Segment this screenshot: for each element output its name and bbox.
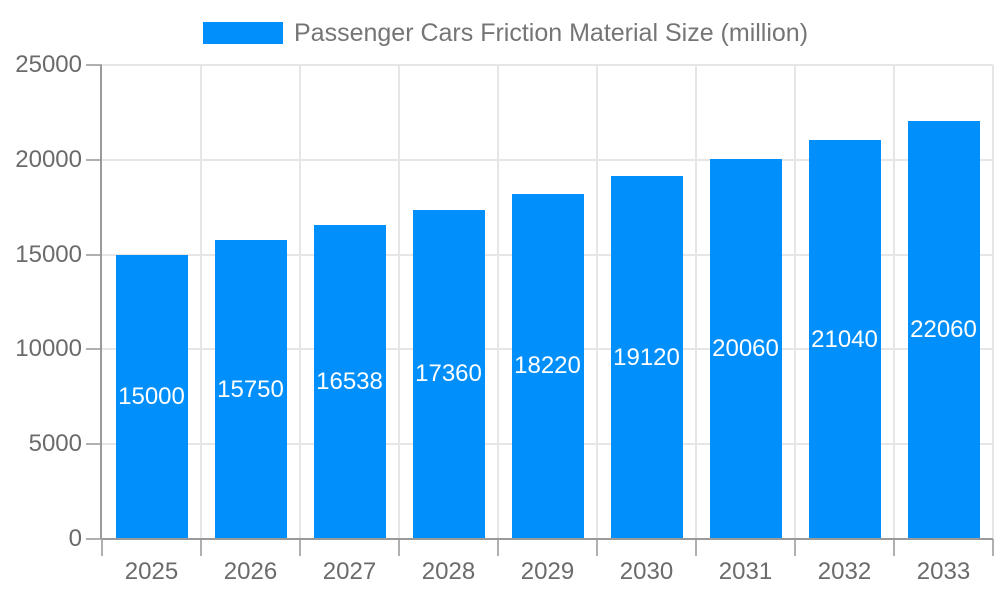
x-axis-tick: [695, 539, 697, 556]
chart-legend[interactable]: Passenger Cars Friction Material Size (m…: [203, 20, 808, 46]
bar-value-label: 22060: [910, 315, 977, 343]
x-axis-label: 2031: [718, 558, 773, 585]
bar-value-label: 15750: [217, 375, 284, 403]
bar-2026[interactable]: [214, 240, 287, 539]
y-axis-label: 10000: [15, 335, 82, 363]
x-gridline: [497, 65, 499, 539]
bar-2030[interactable]: [610, 176, 683, 539]
x-axis-label: 2027: [322, 558, 377, 585]
y-axis-tick: [86, 443, 102, 446]
x-gridline: [398, 65, 400, 539]
bar-value-label: 20060: [712, 334, 779, 362]
x-gridline: [794, 65, 796, 539]
plot-area: 0 5000 10000 15000 20000 25000 2025 2026 2027 202…: [15, 51, 994, 585]
x-axis-label: 2025: [124, 558, 179, 585]
legend-label: Passenger Cars Friction Material Size (m…: [294, 19, 809, 47]
bar-value-label: 18220: [514, 352, 581, 380]
x-axis-tick: [101, 539, 103, 556]
y-axis-label: 20000: [15, 145, 82, 173]
y-axis-tick: [86, 64, 102, 66]
bar-2032[interactable]: [808, 140, 881, 539]
legend-swatch: [203, 22, 283, 44]
y-gridline: [102, 64, 993, 66]
x-axis-label: 2029: [520, 558, 575, 585]
x-axis-tick: [497, 539, 499, 556]
bar-value-label: 19120: [613, 343, 680, 371]
bar-2025[interactable]: [115, 254, 188, 539]
x-gridline: [992, 65, 994, 539]
bar-2033[interactable]: [907, 120, 980, 539]
x-gridline: [695, 65, 697, 539]
x-axis-label: 2030: [619, 558, 674, 585]
x-axis-label: 2033: [916, 558, 971, 585]
y-axis-label: 0: [68, 525, 82, 552]
bar-2028[interactable]: [412, 209, 485, 539]
x-axis-line: [102, 538, 993, 540]
bar-value-label: 21040: [811, 325, 878, 353]
bar-2031[interactable]: [709, 158, 782, 539]
bar-value-label: 17360: [415, 360, 482, 388]
x-axis-tick: [596, 539, 598, 556]
y-axis-line: [100, 65, 102, 539]
bar-2029[interactable]: [511, 193, 584, 539]
x-axis-tick: [794, 539, 796, 556]
y-axis-tick: [86, 348, 102, 351]
bar-2027[interactable]: [313, 225, 386, 539]
x-gridline: [299, 65, 301, 539]
x-axis-tick: [200, 539, 202, 556]
x-axis-label: 2026: [223, 558, 278, 585]
x-gridline: [893, 65, 895, 539]
x-axis-label: 2032: [817, 558, 872, 585]
bar-value-label: 16538: [316, 368, 383, 396]
x-gridline: [596, 65, 598, 539]
x-axis-tick: [893, 539, 895, 556]
x-axis-tick: [299, 539, 301, 556]
y-axis-tick: [86, 158, 102, 161]
x-axis-label: 2028: [421, 558, 476, 585]
y-gridline: [102, 158, 993, 161]
y-axis-label: 15000: [15, 240, 82, 268]
y-axis-tick: [86, 538, 102, 540]
x-gridline: [200, 65, 202, 539]
bar-value-label: 15000: [118, 382, 185, 410]
x-axis-tick: [398, 539, 400, 556]
x-axis-tick: [992, 539, 994, 556]
y-axis-tick: [86, 253, 102, 256]
y-axis-label: 5000: [28, 430, 82, 458]
y-axis-label: 25000: [15, 51, 82, 78]
